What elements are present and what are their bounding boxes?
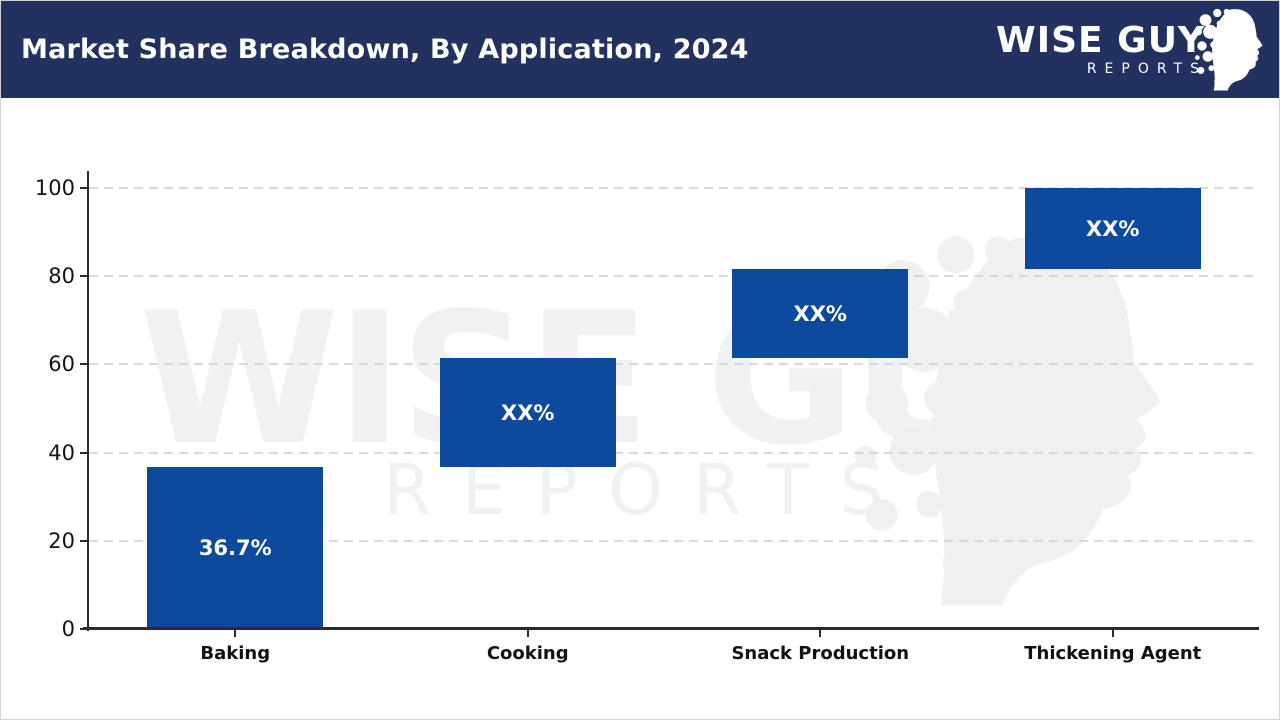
- y-tick-label: 20: [48, 528, 75, 553]
- header: Market Share Breakdown, By Application, …: [1, 1, 1279, 98]
- y-tick-label: 60: [48, 352, 75, 377]
- gridline: [89, 451, 1259, 454]
- x-axis-tick: [819, 630, 822, 637]
- wiseguy-logo: WISE GUY REPORTS: [996, 6, 1265, 94]
- bar-value-label: XX%: [1086, 216, 1140, 241]
- gridline: [89, 275, 1259, 278]
- plot-area: 36.7% XX% XX% XX% 0 20 40 60 80 100 Baking Cooking…: [35, 171, 1259, 664]
- x-category-label-cooking: Cooking: [486, 643, 569, 664]
- x-axis-tick: [526, 630, 529, 637]
- bar-baking: 36.7%: [147, 467, 324, 629]
- bar-value-label: XX%: [501, 400, 555, 425]
- y-axis-tick: [80, 275, 87, 278]
- bar-value-label: XX%: [793, 301, 847, 326]
- x-category-label-baking: Baking: [200, 643, 271, 664]
- y-axis-tick: [80, 187, 87, 189]
- y-tick-label: 80: [48, 264, 75, 289]
- x-axis-tick: [234, 630, 237, 637]
- x-category-label-snack-production: Snack Production: [731, 643, 910, 664]
- logo-subtitle: REPORTS: [1086, 60, 1207, 77]
- x-axis-line: [83, 627, 1259, 630]
- page-title: Market Share Breakdown, By Application, …: [21, 34, 749, 65]
- y-tick-label: 40: [48, 440, 75, 465]
- y-axis-line: [87, 171, 89, 631]
- bar-snack-production: XX%: [732, 269, 909, 359]
- y-axis-tick: [80, 539, 87, 542]
- x-axis-tick: [1111, 630, 1114, 637]
- gridline: [89, 539, 1259, 542]
- gridline: [89, 363, 1259, 366]
- x-category-label-thickening-agent: Thickening Agent: [1024, 643, 1202, 664]
- bar-value-label: 36.7%: [198, 536, 272, 561]
- bar-thickening-agent: XX%: [1024, 188, 1201, 270]
- bar-cooking: XX%: [439, 358, 616, 468]
- logo-wordmark: WISE GUY: [995, 20, 1205, 62]
- gridline: [89, 187, 1259, 189]
- y-tick-label: 100: [34, 176, 75, 200]
- y-axis-tick: [80, 363, 87, 366]
- y-axis-tick: [80, 451, 87, 454]
- y-tick-label: 0: [61, 617, 75, 641]
- logo-text: WISE GUY REPORTS: [996, 22, 1205, 77]
